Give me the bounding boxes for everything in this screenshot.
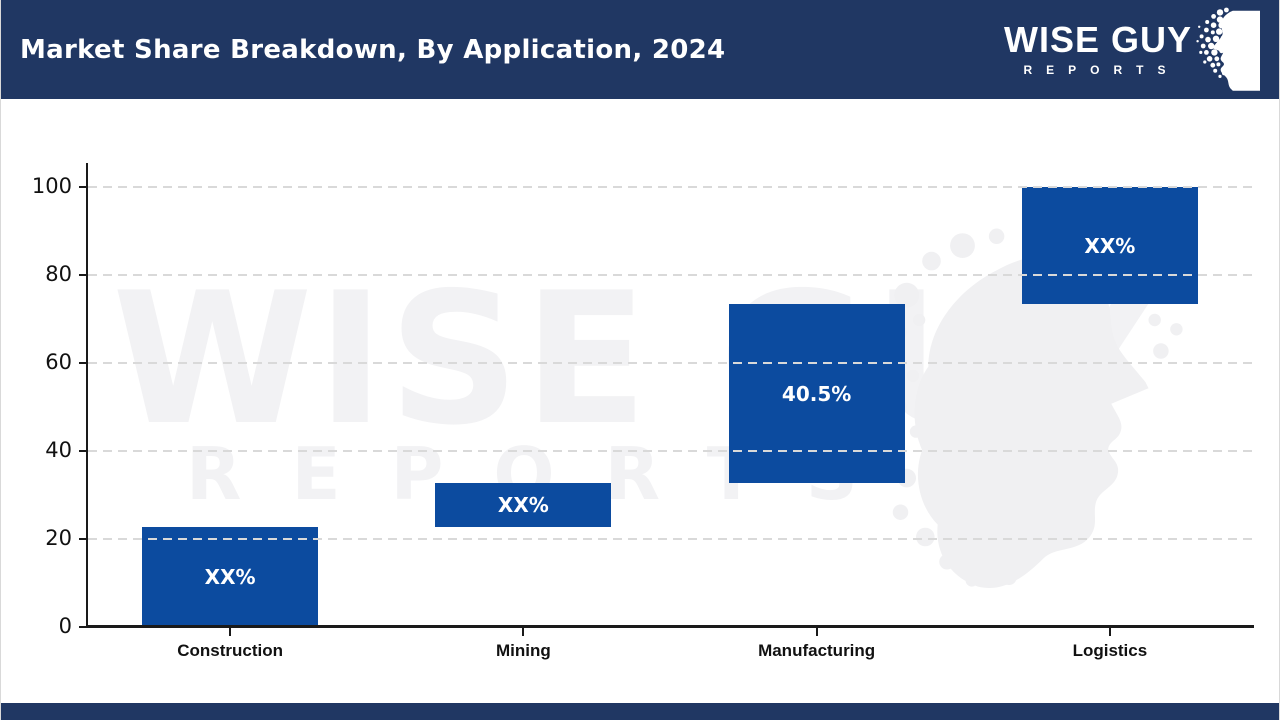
bar-manufacturing: 40.5%	[728, 304, 905, 483]
header-bar: Market Share Breakdown, By Application, …	[0, 0, 1280, 99]
logo-face-icon	[1196, 7, 1260, 91]
bar-logistics: XX%	[1021, 187, 1198, 305]
bar-mining: XX%	[435, 482, 612, 527]
y-tick	[79, 274, 87, 276]
logo-sub-text: REPORTS	[1023, 63, 1180, 77]
x-tick	[1108, 628, 1111, 636]
logo-text: WISE GUY REPORTS	[1003, 19, 1192, 78]
x-tick	[229, 628, 232, 636]
y-tick	[79, 538, 87, 540]
x-category-label: Logistics	[1072, 641, 1148, 660]
wiseguy-logo: WISE GUY REPORTS	[1004, 6, 1260, 94]
gridline	[88, 450, 1254, 452]
page-title: Market Share Breakdown, By Application, …	[20, 34, 726, 65]
watermark-face-icon	[885, 225, 1183, 588]
gridline	[88, 362, 1254, 364]
logo-brand-text: WISE GUY	[1003, 19, 1192, 60]
y-tick-label: 0	[58, 614, 72, 638]
x-tick	[815, 628, 818, 636]
x-tick	[522, 628, 525, 636]
gridline	[88, 186, 1254, 188]
x-category-label: Mining	[495, 641, 551, 660]
y-tick-label: 20	[45, 526, 72, 550]
y-tick	[79, 626, 87, 628]
y-axis-line	[86, 163, 88, 628]
y-tick	[79, 362, 87, 364]
bar-value-label: 40.5%	[781, 381, 852, 406]
y-tick	[79, 186, 87, 188]
y-tick-label: 100	[31, 174, 72, 198]
y-tick-label: 80	[45, 262, 72, 286]
bar-value-label: XX%	[1084, 233, 1136, 258]
bar-value-label: XX%	[497, 492, 549, 517]
gridline	[88, 274, 1254, 276]
bar-value-label: XX%	[204, 564, 256, 589]
bar-construction: XX%	[142, 526, 319, 627]
x-category-label: Manufacturing	[758, 641, 876, 660]
y-tick	[79, 450, 87, 452]
y-tick-label: 40	[45, 438, 72, 462]
y-tick-label: 60	[45, 350, 72, 374]
x-axis-line	[86, 625, 1254, 628]
gridline	[88, 538, 1254, 540]
footer-bar	[0, 703, 1280, 720]
x-category-label: Construction	[177, 641, 284, 660]
